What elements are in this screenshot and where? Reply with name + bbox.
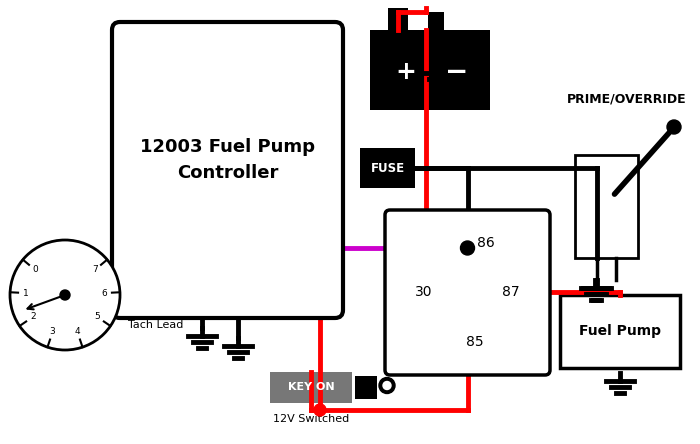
Text: 4: 4 — [75, 328, 80, 337]
Circle shape — [379, 377, 395, 393]
Bar — [575, 155, 638, 258]
Bar — [560, 295, 680, 368]
FancyBboxPatch shape — [112, 22, 343, 318]
Text: 1: 1 — [23, 289, 29, 297]
Circle shape — [60, 290, 70, 300]
Text: Tach Lead: Tach Lead — [128, 320, 183, 330]
Bar — [388, 8, 408, 30]
Circle shape — [10, 240, 120, 350]
Text: 85: 85 — [466, 335, 484, 349]
Text: +: + — [395, 60, 416, 84]
Text: 7: 7 — [92, 266, 98, 274]
Bar — [270, 372, 352, 403]
Text: 12003 Fuel Pump
Controller: 12003 Fuel Pump Controller — [140, 138, 315, 182]
Text: FUSE: FUSE — [370, 162, 405, 174]
Circle shape — [383, 381, 391, 389]
Text: KEY ON: KEY ON — [288, 382, 335, 392]
Bar — [355, 376, 377, 399]
Text: 0: 0 — [32, 266, 38, 274]
Circle shape — [461, 241, 475, 255]
FancyBboxPatch shape — [385, 210, 550, 375]
Bar — [428, 12, 444, 30]
Text: 30: 30 — [415, 285, 433, 300]
Text: 5: 5 — [94, 313, 100, 321]
Text: 2: 2 — [30, 313, 36, 321]
Text: 12V Switched: 12V Switched — [273, 414, 349, 424]
Circle shape — [314, 404, 326, 416]
Text: PRIME/OVERRIDE: PRIME/OVERRIDE — [567, 92, 686, 105]
Text: 87: 87 — [502, 285, 519, 300]
Text: 86: 86 — [477, 236, 495, 250]
Text: 3: 3 — [50, 328, 55, 337]
Bar — [370, 30, 490, 110]
Circle shape — [667, 120, 681, 134]
Text: −: − — [444, 58, 468, 86]
Bar — [360, 148, 415, 188]
Text: Fuel Pump: Fuel Pump — [579, 325, 661, 338]
Text: 6: 6 — [101, 289, 107, 297]
